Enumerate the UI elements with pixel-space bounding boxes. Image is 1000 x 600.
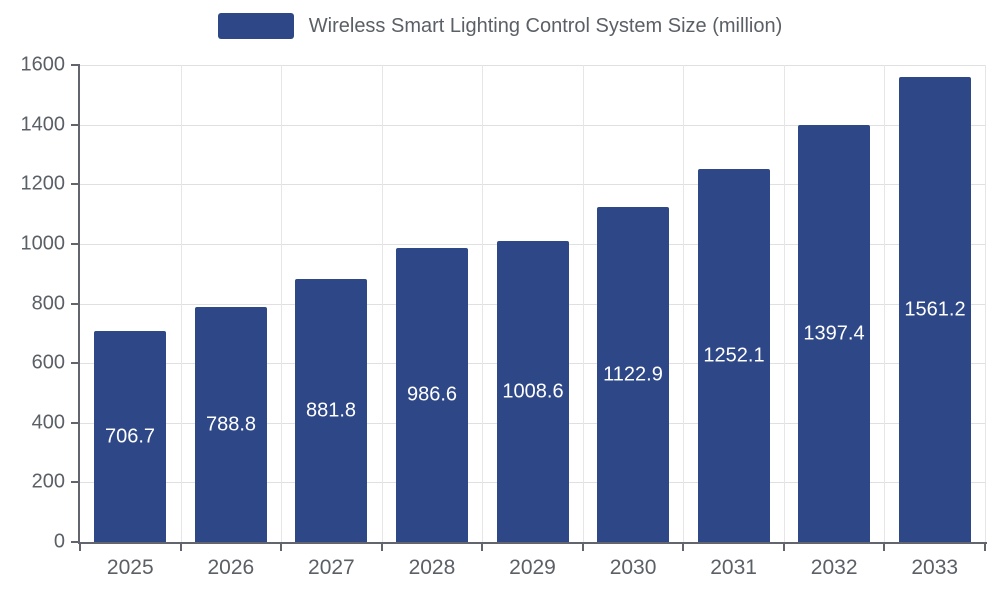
legend-label: Wireless Smart Lighting Control System S… xyxy=(308,14,783,37)
y-axis-label: 600 xyxy=(31,351,65,374)
legend-swatch[interactable] xyxy=(217,13,294,39)
bar[interactable]: 986.6 xyxy=(396,248,468,542)
bar-value-label: 788.8 xyxy=(205,413,257,435)
y-axis-label: 800 xyxy=(31,292,65,314)
bar[interactable]: 1252.1 xyxy=(698,169,770,542)
x-axis-tick xyxy=(984,542,986,551)
gridline-horizontal xyxy=(80,184,985,185)
x-axis-tick xyxy=(180,542,182,551)
y-axis-label: 1000 xyxy=(20,232,66,255)
gridline-horizontal xyxy=(80,125,985,126)
gridline-vertical xyxy=(683,65,684,542)
bar[interactable]: 1561.2 xyxy=(899,77,971,542)
y-axis-tick xyxy=(71,124,80,126)
bar-value-label: 881.8 xyxy=(305,399,357,421)
x-axis-tick xyxy=(783,542,785,551)
x-axis-tick xyxy=(682,542,684,551)
gridline-vertical xyxy=(784,65,785,542)
y-axis-tick xyxy=(71,362,80,364)
y-axis-tick xyxy=(71,422,80,424)
bar-value-label: 986.6 xyxy=(406,383,458,406)
y-axis-tick xyxy=(71,481,80,483)
gridline-vertical xyxy=(181,65,182,542)
x-axis-tick xyxy=(381,542,383,551)
bar-value-label: 706.7 xyxy=(104,425,156,447)
x-axis-label: 2029 xyxy=(509,556,556,579)
y-axis-tick xyxy=(71,243,80,245)
y-axis-tick xyxy=(71,64,80,66)
x-axis-label: 2027 xyxy=(308,556,355,579)
gridline-vertical xyxy=(884,65,885,542)
gridline-vertical xyxy=(482,65,483,542)
gridline-vertical xyxy=(382,65,383,542)
gridline-vertical xyxy=(583,65,584,542)
bar[interactable]: 1122.9 xyxy=(597,207,669,542)
bar[interactable]: 1397.4 xyxy=(798,125,870,542)
x-axis-label: 2028 xyxy=(408,556,456,579)
bar[interactable]: 1008.6 xyxy=(497,241,569,542)
bar[interactable]: 788.8 xyxy=(195,307,267,542)
x-axis-tick xyxy=(79,542,81,551)
x-axis-label: 2025 xyxy=(106,556,154,579)
bar[interactable]: 706.7 xyxy=(94,331,166,542)
x-axis-label: 2026 xyxy=(207,556,255,579)
bar-value-label: 1122.9 xyxy=(603,363,663,385)
chart-legend: Wireless Smart Lighting Control System S… xyxy=(0,13,1000,39)
x-axis-line xyxy=(78,542,987,544)
y-axis-label: 1200 xyxy=(20,172,66,195)
gridline-vertical xyxy=(985,65,986,542)
y-axis-tick xyxy=(71,183,80,185)
x-axis-label: 2030 xyxy=(609,556,657,579)
bar[interactable]: 881.8 xyxy=(295,279,367,542)
x-axis-tick xyxy=(582,542,584,551)
x-axis-label: 2033 xyxy=(911,556,959,579)
x-axis-tick xyxy=(883,542,885,551)
gridline-vertical xyxy=(281,65,282,542)
x-axis-label: 2031 xyxy=(710,556,757,579)
y-axis-label: 0 xyxy=(53,530,65,553)
bar-value-label: 1397.4 xyxy=(803,322,865,344)
y-axis-label: 1400 xyxy=(20,113,66,136)
x-axis-tick xyxy=(280,542,282,551)
bar-value-label: 1561.2 xyxy=(904,298,966,320)
x-axis-label: 2032 xyxy=(810,556,858,579)
y-axis-label: 400 xyxy=(31,411,65,434)
bar-value-label: 1008.6 xyxy=(502,380,564,402)
plot-area: 0 200 400 600 800 1000 1200 1400 1600 706.7 2025 78… xyxy=(21,54,986,579)
y-axis-label: 1600 xyxy=(20,53,66,76)
bar-value-label: 1252.1 xyxy=(703,344,765,366)
gridline-horizontal xyxy=(80,65,985,66)
y-axis-tick xyxy=(71,303,80,305)
y-axis-tick xyxy=(71,541,80,543)
y-axis-label: 200 xyxy=(31,470,65,493)
x-axis-tick xyxy=(481,542,483,551)
